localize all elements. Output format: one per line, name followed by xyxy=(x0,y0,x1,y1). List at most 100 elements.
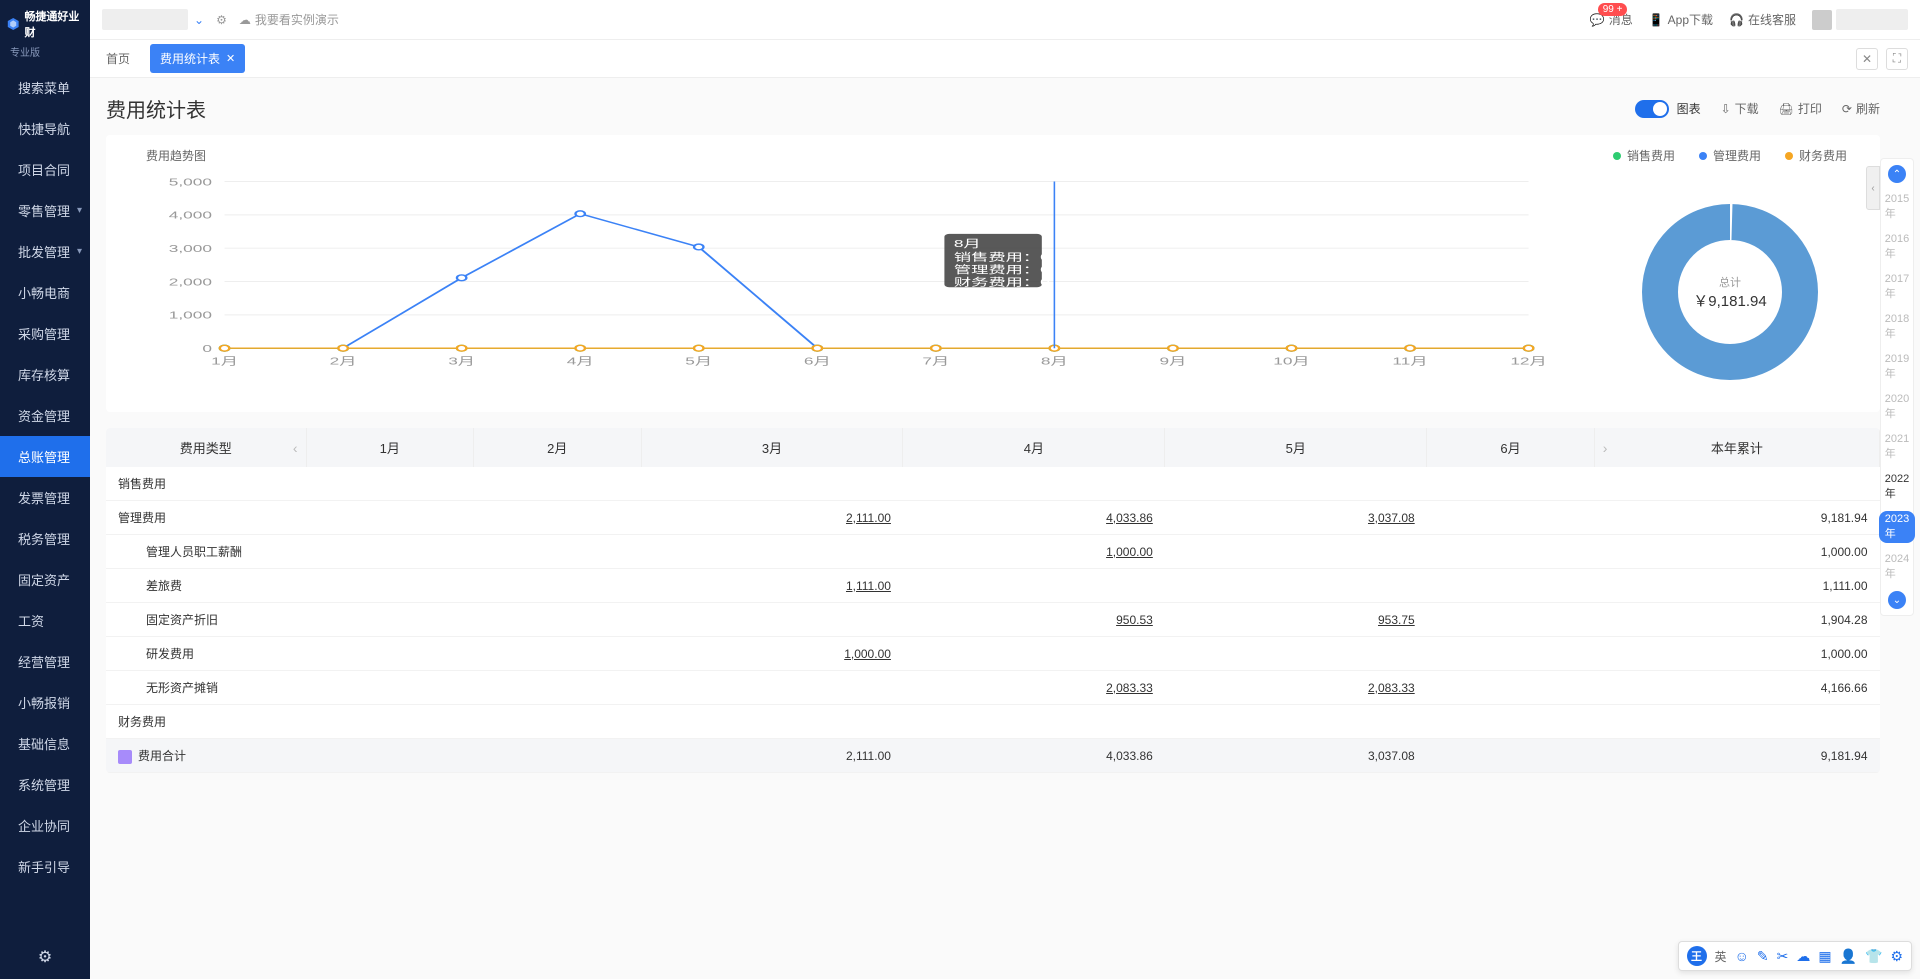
sidebar-item-2[interactable]: 项目合同 xyxy=(0,149,90,190)
panel-collapse-handle[interactable]: ‹ xyxy=(1866,166,1880,210)
ime-settings-icon[interactable]: ⚙ xyxy=(1890,948,1903,965)
user-menu[interactable] xyxy=(1812,9,1908,30)
ime-shirt-icon[interactable]: 👕 xyxy=(1865,948,1882,965)
cell-value[interactable]: 1,111.00 xyxy=(846,579,891,593)
cell-value xyxy=(641,603,903,637)
settings-icon[interactable]: ⚙ xyxy=(38,949,52,966)
cell-value[interactable]: 2,111.00 xyxy=(846,511,891,525)
col-month: 2月 xyxy=(474,428,642,467)
tab-fullscreen-button[interactable]: ⛶ xyxy=(1886,48,1908,70)
sidebar-item-11[interactable]: 税务管理 xyxy=(0,518,90,559)
content: 费用统计表 图表 ⇩ 下载 🖨 打印 ⟳ xyxy=(90,78,1920,979)
legend-item[interactable]: 销售费用 xyxy=(1613,147,1675,164)
download-icon: ⇩ xyxy=(1721,102,1731,116)
cell-value[interactable]: 2,083.33 xyxy=(1368,681,1415,695)
svg-text:12月: 12月 xyxy=(1510,356,1546,368)
tab-expense-report[interactable]: 费用统计表 ✕ xyxy=(150,44,245,73)
sidebar-item-10[interactable]: 发票管理 xyxy=(0,477,90,518)
table-row: 管理费用2,111.004,033.863,037.089,181.94 xyxy=(106,501,1880,535)
sidebar-item-13[interactable]: 工资 xyxy=(0,600,90,641)
svg-text:1,000: 1,000 xyxy=(169,310,212,322)
print-button[interactable]: 🖨 打印 xyxy=(1779,100,1822,117)
year-item[interactable]: 2022年 xyxy=(1881,471,1913,503)
messages-button[interactable]: 💬 消息 99 + xyxy=(1590,11,1633,28)
chevron-left-icon[interactable]: ‹ xyxy=(293,440,298,456)
cell-value xyxy=(641,535,903,569)
table-row: 研发费用1,000.001,000.00 xyxy=(106,637,1880,671)
cell-value[interactable]: 950.53 xyxy=(1116,613,1153,627)
org-selector[interactable]: ⌄ xyxy=(102,9,204,30)
col-type: 费用类型‹ xyxy=(106,428,306,467)
year-item[interactable]: 2015年 xyxy=(1881,191,1913,223)
ime-scissors-icon[interactable]: ✂ xyxy=(1777,948,1789,965)
sidebar-item-16[interactable]: 基础信息 xyxy=(0,723,90,764)
brand-edition: 专业版 xyxy=(0,44,90,59)
gear-icon[interactable]: ⚙ xyxy=(216,13,227,27)
chart-toggle[interactable] xyxy=(1635,100,1669,118)
sidebar-item-4[interactable]: 批发管理▾ xyxy=(0,231,90,272)
sidebar-item-18[interactable]: 企业协同 xyxy=(0,805,90,846)
legend-item[interactable]: 管理费用 xyxy=(1699,147,1761,164)
sidebar-item-6[interactable]: 采购管理 xyxy=(0,313,90,354)
cell-total xyxy=(1594,467,1879,501)
cell-value xyxy=(474,603,642,637)
ime-person-icon[interactable]: 👤 xyxy=(1840,948,1857,965)
year-item[interactable]: 2021年 xyxy=(1881,431,1913,463)
sidebar-item-1[interactable]: 快捷导航 xyxy=(0,108,90,149)
chevron-right-icon[interactable]: › xyxy=(1603,440,1608,456)
year-item[interactable]: 2024年 xyxy=(1881,551,1913,583)
sidebar-item-5[interactable]: 小畅电商 xyxy=(0,272,90,313)
cell-value[interactable]: 2,083.33 xyxy=(1106,681,1153,695)
svg-text:3,000: 3,000 xyxy=(169,243,212,255)
cell-value[interactable]: 953.75 xyxy=(1378,613,1415,627)
demo-label: 我要看实例演示 xyxy=(255,11,339,28)
download-button[interactable]: ⇩ 下载 xyxy=(1721,100,1759,117)
sidebar-item-7[interactable]: 库存核算 xyxy=(0,354,90,395)
support-button[interactable]: 🎧 在线客服 xyxy=(1729,11,1796,28)
col-month: 5月 xyxy=(1165,428,1427,467)
sidebar-item-15[interactable]: 小畅报销 xyxy=(0,682,90,723)
cell-total: 1,000.00 xyxy=(1594,535,1879,569)
cell-value xyxy=(641,467,903,501)
app-download-button[interactable]: 📱 App下载 xyxy=(1649,11,1713,28)
year-item[interactable]: 2018年 xyxy=(1881,311,1913,343)
sidebar-item-8[interactable]: 资金管理 xyxy=(0,395,90,436)
row-label: 财务费用 xyxy=(118,715,166,729)
tab-close-all-button[interactable]: ✕ xyxy=(1856,48,1878,70)
legend-dot-icon xyxy=(1699,152,1707,160)
cell-value[interactable]: 1,000.00 xyxy=(844,647,891,661)
sidebar-item-17[interactable]: 系统管理 xyxy=(0,764,90,805)
tab-home[interactable]: 首页 xyxy=(102,44,134,73)
cell-value[interactable]: 1,000.00 xyxy=(1106,545,1153,559)
close-icon[interactable]: ✕ xyxy=(226,52,235,65)
ime-cloud-icon[interactable]: ☁ xyxy=(1796,948,1810,965)
row-label: 差旅费 xyxy=(118,577,182,594)
legend-item[interactable]: 财务费用 xyxy=(1785,147,1847,164)
ime-edit-icon[interactable]: ✎ xyxy=(1757,948,1769,965)
year-scroll-up-button[interactable]: ⌃ xyxy=(1888,165,1906,183)
cell-value[interactable]: 4,033.86 xyxy=(1106,511,1153,525)
ime-lang[interactable]: 英 xyxy=(1715,948,1727,965)
chevron-down-icon: ▾ xyxy=(77,246,82,257)
sidebar-item-9[interactable]: 总账管理 xyxy=(0,436,90,477)
ime-emoji-icon[interactable]: ☺ xyxy=(1735,948,1749,964)
refresh-button[interactable]: ⟳ 刷新 xyxy=(1842,100,1880,117)
ime-toolbar[interactable]: 王 英 ☺ ✎ ✂ ☁ ▦ 👤 👕 ⚙ xyxy=(1678,941,1912,971)
year-item[interactable]: 2023年 xyxy=(1879,511,1915,543)
sidebar-item-14[interactable]: 经营管理 xyxy=(0,641,90,682)
ime-grid-icon[interactable]: ▦ xyxy=(1818,948,1831,965)
year-scroll-down-button[interactable]: ⌄ xyxy=(1888,591,1906,609)
year-item[interactable]: 2019年 xyxy=(1881,351,1913,383)
sidebar-item-19[interactable]: 新手引导 xyxy=(0,846,90,887)
cell-value[interactable]: 3,037.08 xyxy=(1368,511,1415,525)
year-item[interactable]: 2016年 xyxy=(1881,231,1913,263)
sidebar-item-3[interactable]: 零售管理▾ xyxy=(0,190,90,231)
cell-value xyxy=(1427,637,1595,671)
year-item[interactable]: 2017年 xyxy=(1881,271,1913,303)
sidebar-item-12[interactable]: 固定资产 xyxy=(0,559,90,600)
year-item[interactable]: 2020年 xyxy=(1881,391,1913,423)
sidebar-item-0[interactable]: 搜索菜单 xyxy=(0,67,90,108)
headset-icon: 🎧 xyxy=(1729,13,1744,27)
svg-text:5,000: 5,000 xyxy=(169,177,212,189)
demo-link[interactable]: ☁ 我要看实例演示 xyxy=(239,11,339,28)
